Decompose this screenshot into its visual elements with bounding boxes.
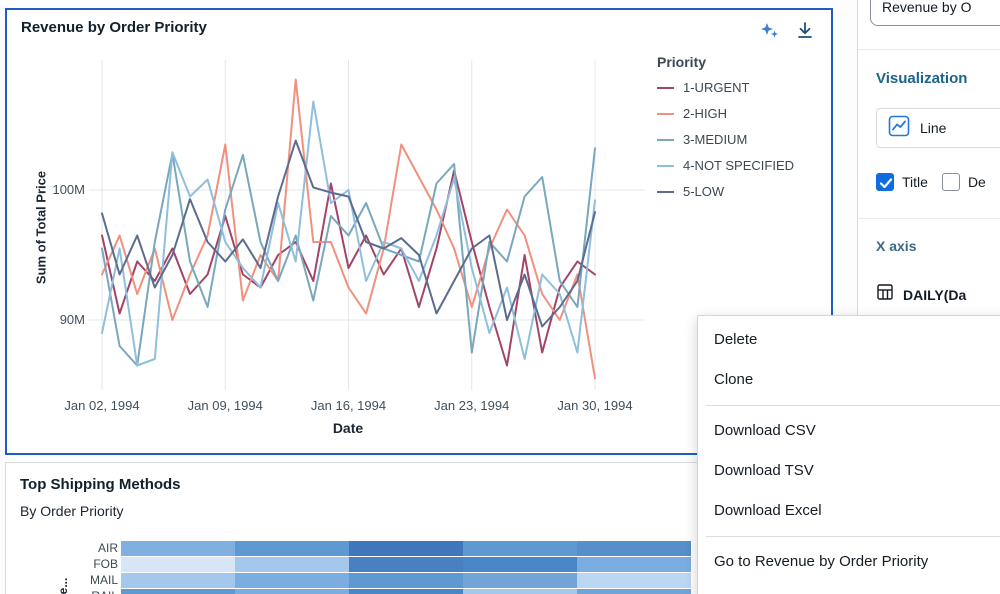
menu-item-delete[interactable]: Delete [714, 331, 758, 348]
heatmap-cell[interactable] [463, 573, 577, 588]
menu-item-download-csv[interactable]: Download CSV [714, 422, 816, 439]
menu-divider [706, 536, 1000, 537]
menu-item-download-excel[interactable]: Download Excel [714, 502, 822, 519]
legend-item[interactable]: 4-NOT SPECIFIED [657, 158, 794, 173]
visualization-section-header: Visualization [876, 70, 968, 87]
shipping-heatmap-panel[interactable]: Top Shipping Methods By Order Priority S… [5, 462, 833, 594]
legend-item[interactable]: 2-HIGH [657, 106, 794, 121]
legend-swatch-icon [657, 138, 674, 141]
heatmap-cell[interactable] [121, 573, 235, 588]
legend-item[interactable]: 5-LOW [657, 184, 794, 199]
heatmap-row-label: MAIL [89, 573, 118, 587]
chart-panel-title: Revenue by Order Priority [21, 19, 207, 36]
menu-item-go-to-revenue-by-order-priority[interactable]: Go to Revenue by Order Priority [714, 553, 929, 570]
legend-item[interactable]: 1-URGENT [657, 80, 794, 95]
heatmap-row-label: FOB [93, 557, 118, 571]
x-tick: Jan 16, 1994 [310, 398, 387, 413]
heatmap-cell[interactable] [121, 541, 235, 556]
heatmap-y-axis-label: Shipping Me... [56, 539, 70, 594]
description-checkbox[interactable] [941, 173, 960, 191]
heatmap-cell[interactable] [463, 557, 577, 572]
visual-name-input[interactable]: Revenue by O [870, 0, 1000, 26]
x-axis-section-header: X axis [876, 238, 917, 254]
heatmap-cell[interactable] [121, 557, 235, 572]
legend-swatch-icon [657, 86, 674, 89]
legend-label: 2-HIGH [683, 106, 728, 121]
legend-swatch-icon [657, 112, 674, 115]
revenue-chart-panel[interactable]: Revenue by Order Priority Sum of Total P… [5, 8, 833, 455]
x-axis-field-label: DAILY(Da [903, 286, 967, 303]
heatmap-row [121, 589, 691, 594]
heatmap-row [121, 573, 691, 588]
legend-item[interactable]: 3-MEDIUM [657, 132, 794, 147]
display-options-row: Title De [876, 173, 1000, 191]
menu-divider [706, 405, 1000, 406]
chart-type-selector[interactable]: Line [876, 108, 1000, 148]
download-icon[interactable] [795, 20, 815, 40]
heatmap-cell[interactable] [577, 573, 691, 588]
heatmap-cell[interactable] [349, 541, 463, 556]
heatmap-row-label: RAIL [72, 589, 118, 594]
heatmap-row [121, 541, 691, 556]
ai-insights-icon[interactable] [759, 20, 779, 40]
heatmap-cell[interactable] [235, 541, 349, 556]
sidebar-divider [858, 49, 1000, 50]
legend-swatch-icon [657, 190, 674, 193]
heatmap-cell[interactable] [463, 541, 577, 556]
line-chart-svg [89, 60, 645, 390]
heatmap-cell[interactable] [577, 541, 691, 556]
legend-label: 3-MEDIUM [683, 132, 748, 147]
x-tick: Jan 23, 1994 [434, 398, 510, 413]
legend-swatch-icon [657, 164, 674, 167]
y-axis-label: Sum of Total Price [33, 170, 49, 285]
heatmap-cell[interactable] [349, 589, 463, 594]
heatmap-row-label: AIR [97, 541, 118, 555]
menu-item-clone[interactable]: Clone [714, 371, 754, 388]
title-checkbox-label: Title [902, 174, 928, 190]
x-axis-title: Date [332, 420, 364, 436]
heatmap-cell[interactable] [577, 589, 691, 594]
sidebar-divider [858, 218, 1000, 219]
legend-items: 1-URGENT 2-HIGH 3-MEDIUM 4-NOT SPECIFIED 5-L… [657, 80, 794, 199]
date-grid-icon [876, 283, 894, 306]
heatmap-grid [121, 541, 691, 594]
legend-label: 5-LOW [683, 184, 725, 199]
heatmap-row [121, 557, 691, 572]
heatmap-cell[interactable] [235, 573, 349, 588]
heatmap-cell[interactable] [577, 557, 691, 572]
heatmap-cell[interactable] [349, 573, 463, 588]
heatmap-cell[interactable] [349, 557, 463, 572]
legend-title: Priority [657, 54, 707, 70]
chart-legend: Priority 1-URGENT 2-HIGH 3-MEDIUM 4-NOT SPE… [657, 54, 794, 210]
x-tick: Jan 02, 1994 [64, 398, 140, 413]
y-tick: 90M [59, 312, 85, 327]
heatmap-cell[interactable] [463, 589, 577, 594]
legend-label: 1-URGENT [683, 80, 750, 95]
menu-item-download-tsv[interactable]: Download TSV [714, 462, 814, 479]
x-axis-field-well[interactable]: DAILY(Da [876, 283, 966, 306]
heatmap-title: Top Shipping Methods [20, 476, 181, 493]
y-tick: 100M [52, 182, 85, 197]
context-menu: Delete Clone Download CSV Download TSV Downl… [697, 315, 1000, 594]
x-tick: Jan 09, 1994 [187, 398, 263, 413]
heatmap-subtitle: By Order Priority [20, 503, 124, 519]
heatmap-cell[interactable] [235, 589, 349, 594]
heatmap-row-labels: AIR FOB MAIL RAIL [72, 541, 118, 594]
description-checkbox-label: De [967, 174, 986, 190]
line-chart-type-icon [888, 115, 910, 142]
x-tick: Jan 30, 1994 [557, 398, 633, 413]
heatmap-cell[interactable] [235, 557, 349, 572]
chart-type-label: Line [920, 120, 947, 136]
legend-label: 4-NOT SPECIFIED [683, 158, 795, 173]
title-checkbox[interactable] [876, 173, 894, 191]
heatmap-cell[interactable] [121, 589, 235, 594]
